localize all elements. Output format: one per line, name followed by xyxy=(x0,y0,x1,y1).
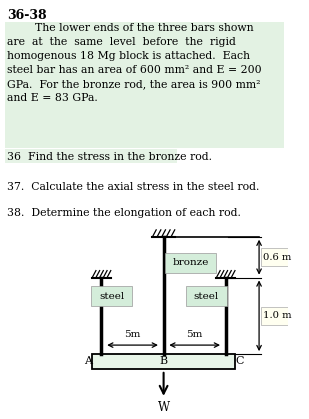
Text: C: C xyxy=(235,356,243,366)
FancyBboxPatch shape xyxy=(261,248,294,266)
Text: A: A xyxy=(84,356,92,366)
FancyBboxPatch shape xyxy=(165,253,215,273)
Text: 5m: 5m xyxy=(124,330,141,339)
FancyBboxPatch shape xyxy=(261,307,294,325)
Text: 38.  Determine the elongation of each rod.: 38. Determine the elongation of each rod… xyxy=(7,208,241,218)
Text: W: W xyxy=(158,401,170,414)
Text: GPa.  For the bronze rod, the area is 900 mm²: GPa. For the bronze rod, the area is 900… xyxy=(7,79,260,89)
Bar xyxy=(92,354,235,369)
Text: 37.  Calculate the axial stress in the steel rod.: 37. Calculate the axial stress in the st… xyxy=(7,182,259,192)
Bar xyxy=(5,22,284,148)
Bar xyxy=(5,150,176,163)
Text: 36  Find the stress in the bronze rod.: 36 Find the stress in the bronze rod. xyxy=(7,153,212,163)
Text: steel: steel xyxy=(99,292,124,301)
Text: steel bar has an area of 600 mm² and E = 200: steel bar has an area of 600 mm² and E =… xyxy=(7,65,262,75)
Text: 0.6 m: 0.6 m xyxy=(264,253,292,262)
Text: The lower ends of the three bars shown: The lower ends of the three bars shown xyxy=(7,23,254,33)
Text: bronze: bronze xyxy=(172,258,209,267)
Text: homogenous 18 Mg block is attached.  Each: homogenous 18 Mg block is attached. Each xyxy=(7,51,250,61)
Text: 1.0 m: 1.0 m xyxy=(263,311,292,320)
Text: are  at  the  same  level  before  the  rigid: are at the same level before the rigid xyxy=(7,37,236,47)
Text: 36-38: 36-38 xyxy=(7,9,47,22)
Text: and E = 83 GPa.: and E = 83 GPa. xyxy=(7,93,98,103)
FancyBboxPatch shape xyxy=(186,287,226,306)
Text: 5m: 5m xyxy=(186,330,203,339)
FancyBboxPatch shape xyxy=(91,287,132,306)
Text: steel: steel xyxy=(194,292,219,301)
Text: B: B xyxy=(159,356,168,366)
